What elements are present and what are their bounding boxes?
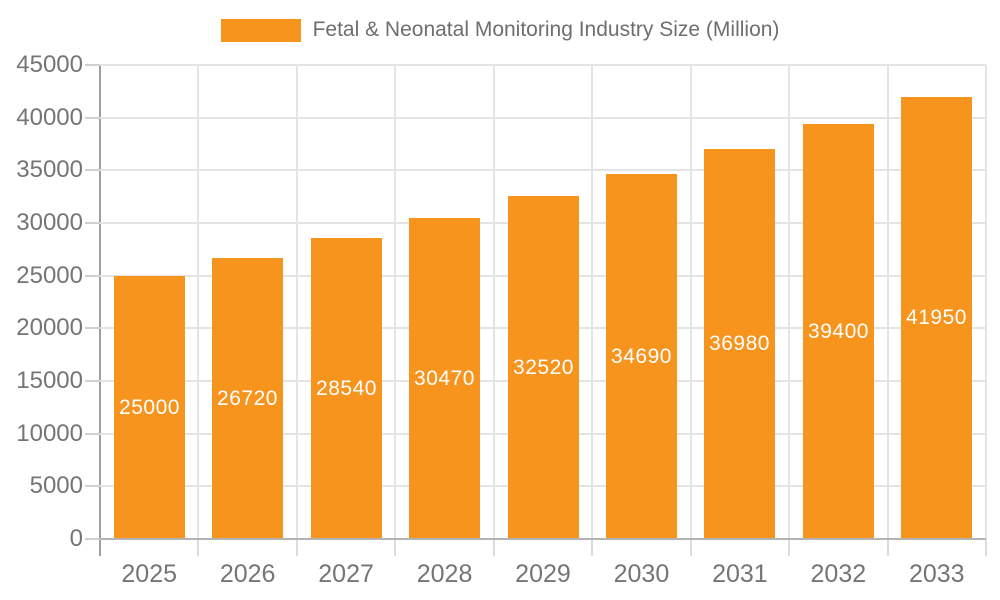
legend[interactable]: Fetal & Neonatal Monitoring Industry Siz… [0,18,1000,42]
x-axis-tick [295,540,298,556]
x-axis-tick [689,540,692,556]
legend-swatch [220,18,301,42]
bar-value-label: 36980 [709,332,770,355]
y-tick-label: 25000 [16,261,83,289]
y-axis-tick [85,538,100,540]
bar-2029[interactable]: 32520 [508,196,579,539]
bar-2032[interactable]: 39400 [803,124,874,539]
gridline-vertical [295,65,298,539]
x-tick-label: 2032 [810,560,867,588]
bar-value-label: 26720 [217,386,278,410]
bar-2027[interactable]: 28540 [311,238,382,539]
y-tick-label: 45000 [16,51,83,78]
y-axis-tick [85,327,100,330]
y-tick-label: 35000 [16,156,83,184]
y-tick-label: 30000 [16,209,83,236]
y-axis-tick [85,432,100,435]
gridline-vertical [788,65,791,539]
y-tick-label: 20000 [16,314,83,342]
legend-label: Fetal & Neonatal Monitoring Industry Siz… [312,18,780,41]
bar-value-label: 30470 [414,366,475,390]
x-tick-label: 2029 [515,560,571,588]
x-axis-line [86,538,986,540]
x-tick-label: 2027 [318,560,374,588]
x-axis-tick [394,540,397,556]
y-tick-label: 10000 [16,419,83,447]
x-axis-tick [492,540,495,556]
bar-value-label: 41950 [906,306,967,329]
bar-2025[interactable]: 25000 [114,276,185,539]
gridline-vertical [886,65,889,539]
gridline-horizontal [100,116,986,119]
x-tick-label: 2026 [219,560,276,588]
bar-2033[interactable]: 41950 [901,97,972,539]
bar-2028[interactable]: 30470 [409,218,480,539]
y-axis-tick [85,274,100,277]
y-axis-tick [85,485,100,488]
gridline-vertical [492,65,495,539]
gridline-vertical [197,65,200,539]
y-axis-tick [85,169,100,172]
bar-2031[interactable]: 36980 [704,149,775,539]
x-tick-label: 2033 [908,560,965,588]
y-axis-tick [85,222,100,224]
x-tick-label: 2031 [712,560,768,588]
bar-value-label: 39400 [808,319,869,343]
x-axis-tick [985,540,987,556]
bar-value-label: 34690 [611,344,672,368]
bar-value-label: 32520 [513,355,574,379]
x-tick-label: 2025 [121,560,178,588]
y-tick-label: 5000 [29,472,83,500]
y-axis-line [99,65,101,556]
y-axis-tick [85,380,100,382]
gridline-vertical [689,65,692,539]
x-tick-label: 2030 [613,560,670,588]
gridline-vertical [985,65,987,539]
bar-value-label: 25000 [119,395,180,419]
plot-area: 25000 26720 28540 30470 32520 34690 36980 39400… [100,64,987,539]
y-tick-label: 0 [69,525,83,552]
x-axis-tick [591,540,594,556]
gridline-horizontal [100,64,986,66]
gridline-vertical [394,65,397,539]
bar-2030[interactable]: 34690 [606,174,677,539]
y-axis-tick [85,64,100,66]
x-axis-tick [886,540,889,556]
x-axis-tick [788,540,791,556]
x-tick-label: 2028 [416,560,473,588]
x-axis-tick [197,540,200,556]
bar-value-label: 28540 [316,376,377,400]
y-tick-label: 40000 [16,103,83,131]
y-tick-label: 15000 [16,367,83,394]
bar-2026[interactable]: 26720 [212,258,283,539]
gridline-vertical [591,65,594,539]
y-axis-tick [85,116,100,119]
